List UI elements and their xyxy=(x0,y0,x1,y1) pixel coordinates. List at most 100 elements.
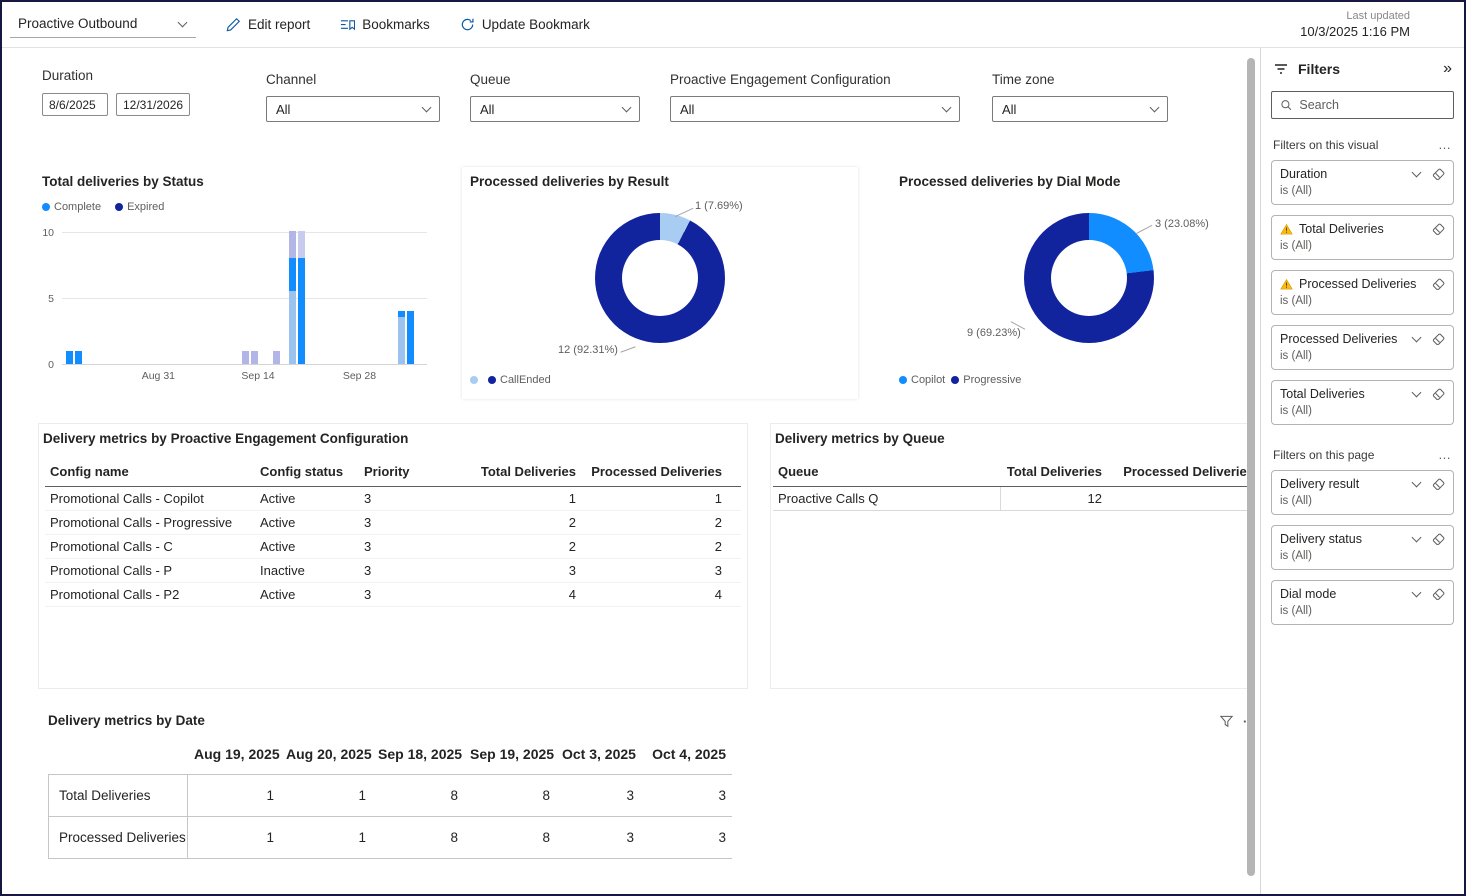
column-header[interactable]: Processed Deliveries xyxy=(591,464,722,479)
eraser-icon[interactable] xyxy=(1432,478,1445,491)
filters-on-this-visual-section: Filters on this visual … Duration is (All… xyxy=(1261,125,1464,425)
table-cell: Total Deliveries xyxy=(48,775,188,816)
bar-column[interactable] xyxy=(74,350,82,364)
column-header[interactable]: Total Deliveries xyxy=(1006,464,1102,479)
chevron-down-icon[interactable] xyxy=(1411,477,1422,488)
more-options-button[interactable]: … xyxy=(1438,447,1452,462)
bar-column[interactable] xyxy=(288,231,296,364)
chevron-down-icon[interactable] xyxy=(1411,332,1422,343)
bar-column[interactable] xyxy=(272,350,280,364)
eraser-icon[interactable] xyxy=(1432,168,1445,181)
channel-dropdown[interactable]: All xyxy=(266,96,440,122)
eraser-icon[interactable] xyxy=(1432,333,1445,346)
edit-report-button[interactable]: Edit report xyxy=(226,17,310,32)
filter-search-box[interactable] xyxy=(1271,91,1454,119)
warning-icon xyxy=(1280,223,1293,234)
filter-condition: is (All) xyxy=(1280,405,1312,417)
bar-column[interactable] xyxy=(66,350,73,364)
table-cell: 8 xyxy=(450,830,458,845)
column-header[interactable]: Sep 18, 2025 xyxy=(378,746,463,762)
more-options-button[interactable]: … xyxy=(1438,137,1452,152)
visual-title: Processed deliveries by Result xyxy=(470,174,669,189)
pencil-icon xyxy=(226,17,241,32)
dial-mode-donut-chart[interactable] xyxy=(1024,213,1154,343)
delivery-metrics-by-date-visual: Delivery metrics by Date Aug 19, 2025 Aug… xyxy=(38,706,1252,888)
column-header[interactable]: Oct 3, 2025 xyxy=(562,746,636,762)
bookmarks-label: Bookmarks xyxy=(362,17,430,32)
legend-item[interactable]: Expired xyxy=(115,201,164,213)
vertical-scrollbar[interactable] xyxy=(1246,54,1256,890)
column-header[interactable]: Priority xyxy=(364,464,410,479)
legend-item[interactable]: Complete xyxy=(42,201,101,213)
update-bookmark-label: Update Bookmark xyxy=(481,17,590,32)
legend-item[interactable]: Copilot xyxy=(899,374,945,386)
chevron-down-icon xyxy=(177,17,188,27)
filter-field-name: Processed Deliveries xyxy=(1299,277,1417,291)
legend-item[interactable]: CallEnded xyxy=(488,374,551,386)
bar-column[interactable] xyxy=(406,310,414,364)
column-header[interactable]: Queue xyxy=(778,464,819,479)
table-row[interactable]: Promotional Calls - C Active 3 2 2 xyxy=(45,535,741,559)
legend-item[interactable]: Progressive xyxy=(951,374,1021,386)
queue-dropdown[interactable]: All xyxy=(470,96,640,122)
filter-card-total-deliveries[interactable]: Total Deliveries is (All) xyxy=(1271,215,1454,260)
table-row[interactable]: Promotional Calls - P Inactive 3 3 3 xyxy=(45,559,741,583)
table-row[interactable]: Promotional Calls - P2 Active 3 4 4 xyxy=(45,583,741,607)
config-table: Config name Config status Priority Total De… xyxy=(45,460,741,607)
column-header[interactable]: Config status xyxy=(260,464,344,479)
filter-funnel-icon[interactable] xyxy=(1219,714,1234,729)
collapse-panel-button[interactable]: » xyxy=(1443,60,1452,77)
bar-column[interactable] xyxy=(297,231,305,364)
chevron-down-icon[interactable] xyxy=(1411,532,1422,543)
filter-card-delivery-status[interactable]: Delivery status is (All) xyxy=(1271,525,1454,570)
column-header[interactable]: Processed Deliveries xyxy=(1123,464,1252,479)
timezone-dropdown[interactable]: All xyxy=(992,96,1168,122)
filter-card-processed-deliveries[interactable]: Processed Deliveries is (All) xyxy=(1271,325,1454,370)
table-row[interactable]: Proactive Calls Q 12 xyxy=(773,487,1251,511)
column-header[interactable]: Oct 4, 2025 xyxy=(652,746,726,762)
bookmarks-button[interactable]: Bookmarks xyxy=(340,17,430,32)
duration-end-input[interactable]: 12/31/2026 xyxy=(116,93,190,116)
column-header[interactable]: Aug 19, 2025 xyxy=(194,746,280,762)
filter-card-processed-deliveries[interactable]: Processed Deliveries is (All) xyxy=(1271,270,1454,315)
chevron-down-icon[interactable] xyxy=(1411,387,1422,398)
table-row[interactable]: Promotional Calls - Progressive Active 3 2 2 xyxy=(45,511,741,535)
table-row[interactable]: Promotional Calls - Copilot Active 3 1 1 xyxy=(45,487,741,511)
filter-card-dial-mode[interactable]: Dial mode is (All) xyxy=(1271,580,1454,625)
duration-start-input[interactable]: 8/6/2025 xyxy=(42,93,108,116)
eraser-icon[interactable] xyxy=(1432,588,1445,601)
eraser-icon[interactable] xyxy=(1432,388,1445,401)
filter-search-input[interactable] xyxy=(1299,98,1445,112)
eraser-icon[interactable] xyxy=(1432,278,1445,291)
chevron-down-icon[interactable] xyxy=(1411,167,1422,178)
data-label: 9 (69.23%) xyxy=(967,327,1021,339)
table-cell: 2 xyxy=(568,539,576,554)
table-row[interactable]: Processed Deliveries 1 1 8 8 3 3 xyxy=(48,817,732,859)
filter-condition: is (All) xyxy=(1280,605,1312,617)
filter-card-duration[interactable]: Duration is (All) xyxy=(1271,160,1454,205)
bar-column[interactable] xyxy=(241,350,249,364)
table-cell: Promotional Calls - C xyxy=(50,539,173,554)
column-header[interactable] xyxy=(48,736,188,774)
table-cell: 1 xyxy=(714,491,722,506)
filter-card-total-deliveries[interactable]: Total Deliveries is (All) xyxy=(1271,380,1454,425)
proactive-engagement-configuration-dropdown[interactable]: All xyxy=(670,96,960,122)
chevron-down-icon[interactable] xyxy=(1411,587,1422,598)
result-donut-chart[interactable] xyxy=(595,213,725,343)
column-header[interactable]: Aug 20, 2025 xyxy=(286,746,372,762)
bar-column[interactable] xyxy=(251,350,259,364)
legend-item[interactable] xyxy=(470,374,482,386)
scrollbar-thumb[interactable] xyxy=(1247,58,1255,876)
column-header[interactable]: Config name xyxy=(50,464,129,479)
update-bookmark-button[interactable]: Update Bookmark xyxy=(460,17,590,32)
filter-condition: is (All) xyxy=(1280,185,1312,197)
column-header[interactable]: Total Deliveries xyxy=(480,464,576,479)
column-header[interactable]: Sep 19, 2025 xyxy=(470,746,555,762)
table-row[interactable]: Total Deliveries 1 1 8 8 3 3 xyxy=(48,775,732,817)
filters-panel-title: Filters xyxy=(1298,61,1341,77)
eraser-icon[interactable] xyxy=(1432,533,1445,546)
eraser-icon[interactable] xyxy=(1432,223,1445,236)
filter-card-delivery-result[interactable]: Delivery result is (All) xyxy=(1271,470,1454,515)
report-selector-dropdown[interactable]: Proactive Outbound xyxy=(10,11,196,38)
bar-column[interactable] xyxy=(398,310,406,364)
